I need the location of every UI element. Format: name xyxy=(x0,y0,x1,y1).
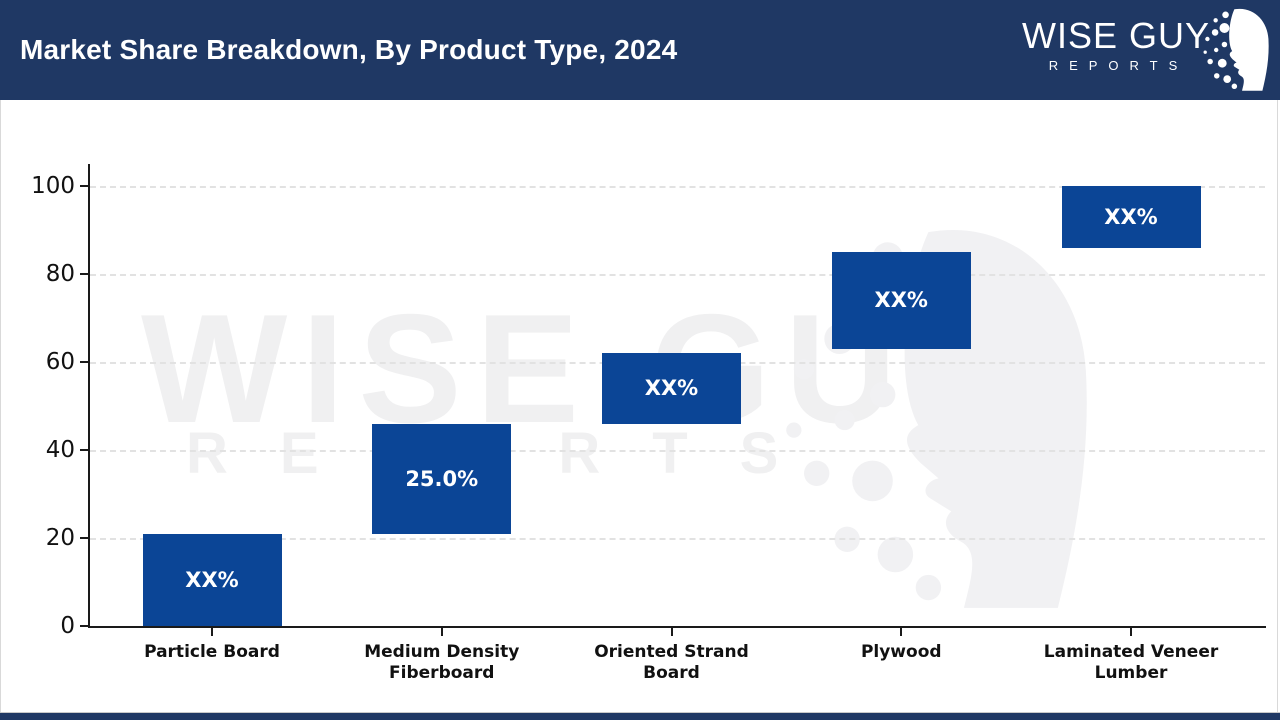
y-tick-0 xyxy=(80,625,89,627)
y-tick-80 xyxy=(80,273,89,275)
waterfall-chart: 0 20 40 60 80 100 XX% Particle Board 25.0% Medium… xyxy=(1,100,1279,713)
y-tick-label-60: 60 xyxy=(45,349,75,375)
x-category-label: Plywood xyxy=(860,642,942,662)
gridline-80 xyxy=(90,274,1265,276)
x-axis-line xyxy=(88,626,1266,628)
bar-segment: XX% xyxy=(831,252,971,349)
x-category-label: Medium Density Fiberboard xyxy=(364,642,520,683)
bar-value-label: 25.0% xyxy=(405,466,479,491)
y-tick-100 xyxy=(80,185,89,187)
y-tick-40 xyxy=(80,449,89,451)
bar-segment: XX% xyxy=(142,533,282,626)
brand-logo: WISE GUY REPORTS xyxy=(1022,4,1272,96)
page-title: Market Share Breakdown, By Product Type,… xyxy=(20,34,678,65)
y-tick-60 xyxy=(80,361,89,363)
brand-name: WISE GUY xyxy=(1022,15,1211,56)
brand-logo-text: WISE GUY REPORTS xyxy=(1022,15,1211,74)
y-tick-label-0: 0 xyxy=(60,613,75,639)
header-bar: Market Share Breakdown, By Product Type,… xyxy=(0,0,1280,100)
y-tick-label-100: 100 xyxy=(31,173,75,199)
x-tick xyxy=(211,628,213,636)
x-category-label: Oriented Strand Board xyxy=(594,642,749,683)
bar-value-label: XX% xyxy=(1104,204,1158,229)
footer-bar xyxy=(0,712,1280,720)
y-tick-label-80: 80 xyxy=(45,261,75,287)
y-axis-line xyxy=(88,164,90,628)
y-tick-label-20: 20 xyxy=(45,525,75,551)
bar-segment: XX% xyxy=(602,353,741,424)
gridline-40 xyxy=(90,450,1265,452)
y-tick-20 xyxy=(80,537,89,539)
bar-segment: XX% xyxy=(1061,186,1201,248)
bar-value-label: XX% xyxy=(185,567,239,592)
gridline-100 xyxy=(90,186,1265,188)
x-tick xyxy=(1130,628,1132,636)
y-tick-label-40: 40 xyxy=(45,437,75,463)
x-category-label: Particle Board xyxy=(144,642,280,662)
x-tick xyxy=(900,628,903,636)
gridline-20 xyxy=(90,538,1265,540)
brand-subtitle: REPORTS xyxy=(1048,58,1189,73)
head-profile-icon xyxy=(1203,8,1269,91)
bar-value-label: XX% xyxy=(644,376,699,401)
bar-value-label: XX% xyxy=(874,288,928,313)
x-category-label: Laminated Veneer Lumber xyxy=(1043,642,1219,683)
x-tick xyxy=(670,628,673,636)
x-tick xyxy=(440,628,443,636)
bar-segment: 25.0% xyxy=(372,423,512,534)
